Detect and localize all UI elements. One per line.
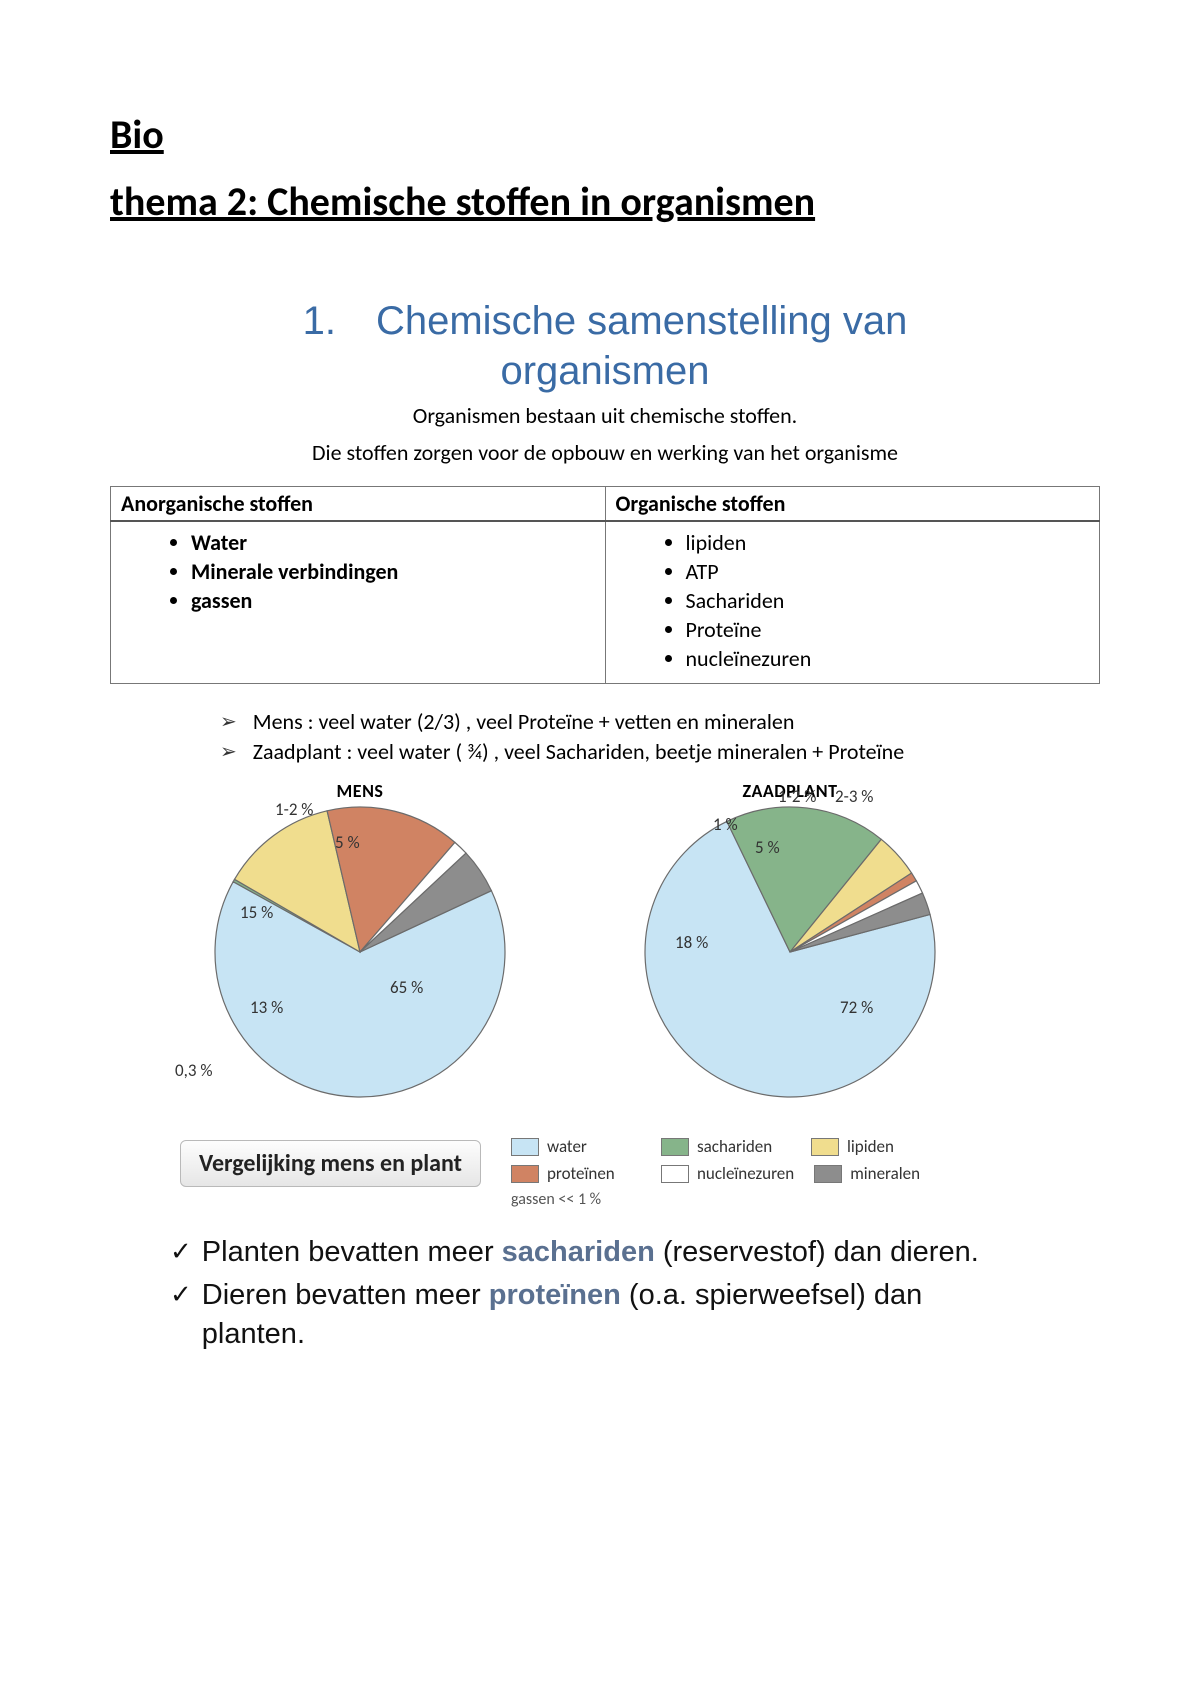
arrow-point: ➢ Zaadplant : veel water ( ¾) , veel Sach… (220, 738, 1100, 766)
legend-item: sachariden (661, 1136, 791, 1157)
check-text: Dieren bevatten meer proteïnen (o.a. spi… (202, 1276, 982, 1354)
arrow-point-list: ➢ Mens : veel water (2/3) , veel Proteïne… (220, 708, 1100, 766)
legend-row: proteïnen nucleïnezuren mineralen (511, 1163, 944, 1184)
pie-slice-label: 72 % (840, 997, 873, 1018)
legend-item: water (511, 1136, 641, 1157)
document-page: Bio thema 2: Chemische stoffen in organi… (0, 0, 1200, 1698)
pie-slice-label: 5 % (755, 837, 780, 858)
list-item: Minerale verbindingen (191, 557, 595, 586)
section-title-line1: Chemische samenstelling van (376, 299, 907, 343)
compare-caption: Vergelijking mens en plant (180, 1140, 481, 1187)
pie-slice-label: 18 % (675, 932, 708, 953)
section-title-line2: organismen (500, 349, 709, 393)
list-item: Proteïne (686, 615, 1090, 644)
pie-slice-label: 0,3 % (175, 1060, 212, 1081)
legend-label: sachariden (697, 1136, 772, 1157)
check-point-list: ✓ Planten bevatten meer sachariden (reser… (170, 1233, 1100, 1354)
substances-table: Anorganische stoffen Organische stoffen … (110, 486, 1100, 684)
list-item: Water (191, 528, 595, 557)
check-point: ✓ Dieren bevatten meer proteïnen (o.a. sp… (170, 1276, 1100, 1354)
legend-swatch (661, 1138, 689, 1156)
legend-label: water (547, 1136, 587, 1157)
list-item: nucleïnezuren (686, 644, 1090, 673)
section-subtitle-2: Die stoffen zorgen voor de opbouw en wer… (110, 439, 1100, 466)
list-item: ATP (686, 557, 1090, 586)
check-icon: ✓ (170, 1276, 192, 1312)
legend-item: nucleïnezuren (661, 1163, 794, 1184)
list-item: lipiden (686, 528, 1090, 557)
check-text: Planten bevatten meer sachariden (reserv… (202, 1233, 979, 1272)
charts-container: MENS 65 %0,3 %13 %15 %1-2 %5 % ZAADPLANT… (180, 782, 1080, 1209)
pie-slice-label: 65 % (390, 977, 423, 998)
pie-slice-label: 5 % (335, 832, 360, 853)
section-title: 1. Chemische samenstelling van organismen (110, 296, 1100, 396)
arrow-icon: ➢ (220, 738, 237, 766)
pie-slice-label: 1-2 % (275, 799, 313, 820)
legend-swatch (814, 1165, 842, 1183)
pie-title-mens: MENS (337, 780, 384, 802)
pie-slice-label: 13 % (250, 997, 283, 1018)
heading-theme: thema 2: Chemische stoffen in organismen (110, 177, 1100, 226)
section-subtitle-1: Organismen bestaan uit chemische stoffen… (110, 402, 1100, 429)
legend-swatch (511, 1165, 539, 1183)
anorganic-list: WaterMinerale verbindingengassen (121, 528, 595, 615)
legend-gassen-note: gassen << 1 % (511, 1190, 944, 1209)
check-point: ✓ Planten bevatten meer sachariden (reser… (170, 1233, 1100, 1272)
pie-chart-zaadplant: ZAADPLANT 72 %18 %5 %1 %1-2 %2-3 % (610, 782, 970, 1122)
pie-slice-label: 2-3 % (835, 786, 873, 807)
heading-bio: Bio (110, 110, 1100, 159)
arrow-point: ➢ Mens : veel water (2/3) , veel Proteïne… (220, 708, 1100, 736)
arrow-text: Mens : veel water (2/3) , veel Proteïne … (253, 708, 795, 735)
check-icon: ✓ (170, 1233, 192, 1269)
list-item: Sachariden (686, 586, 1090, 615)
pie-slice-label: 1 % (713, 814, 738, 835)
legend-item: proteïnen (511, 1163, 641, 1184)
pie-chart-mens: MENS 65 %0,3 %13 %15 %1-2 %5 % (180, 782, 540, 1122)
legend-row: water sachariden lipiden (511, 1136, 944, 1157)
legend-swatch (661, 1165, 689, 1183)
legend-label: mineralen (850, 1163, 920, 1184)
pie-slice-label: 15 % (240, 902, 273, 923)
table-cell-organic: lipidenATPSacharidenProteïnenucleïnezure… (605, 521, 1100, 684)
table-cell-anorganic: WaterMinerale verbindingengassen (111, 521, 606, 684)
arrow-icon: ➢ (220, 708, 237, 736)
arrow-text: Zaadplant : veel water ( ¾) , veel Sacha… (253, 738, 904, 765)
legend-label: proteïnen (547, 1163, 615, 1184)
keyword: proteïnen (489, 1279, 621, 1311)
legend-label: lipiden (847, 1136, 894, 1157)
legend: water sachariden lipiden proteïnen nucleïnez… (511, 1136, 944, 1209)
pie-slice-label: 1-2 % (778, 786, 816, 807)
legend-swatch (811, 1138, 839, 1156)
legend-label: nucleïnezuren (697, 1163, 794, 1184)
organic-list: lipidenATPSacharidenProteïnenucleïnezure… (616, 528, 1090, 673)
list-item: gassen (191, 586, 595, 615)
keyword: sachariden (502, 1236, 655, 1268)
table-header-anorganic: Anorganische stoffen (111, 487, 606, 522)
table-header-organic: Organische stoffen (605, 487, 1100, 522)
legend-swatch (511, 1138, 539, 1156)
legend-item: lipiden (811, 1136, 941, 1157)
section-number: 1. (303, 299, 336, 343)
legend-item: mineralen (814, 1163, 944, 1184)
